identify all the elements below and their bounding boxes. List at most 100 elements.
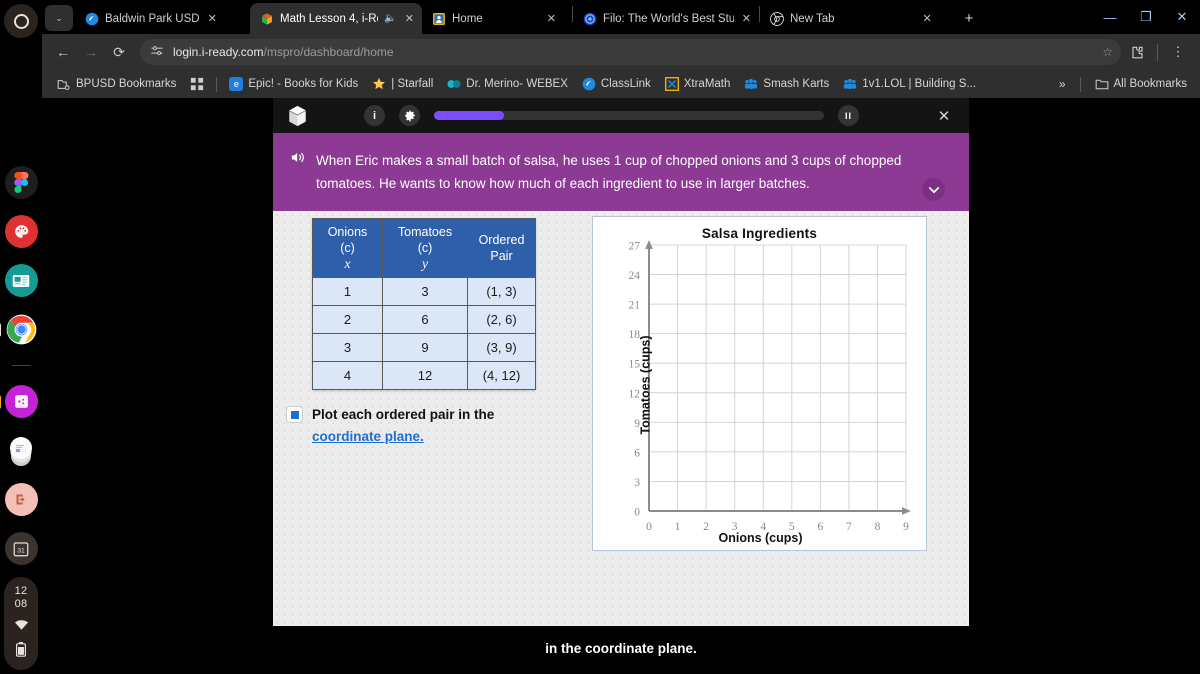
bookmark-smash-karts[interactable]: Smash Karts	[737, 74, 836, 94]
header-variable-x: x	[344, 256, 351, 271]
svg-text:2: 2	[703, 521, 709, 533]
svg-text:12: 12	[629, 388, 641, 400]
svg-text:3: 3	[634, 477, 640, 489]
lesson-toolbar: i II ✕	[273, 98, 969, 133]
tab-close-icon[interactable]: ✕	[404, 13, 414, 25]
shelf-item-art-palette[interactable]	[4, 215, 38, 248]
starfall-icon	[372, 77, 386, 91]
bookmark-star-icon[interactable]: ☆	[1102, 45, 1113, 59]
address-bar[interactable]: login.i-ready.com/mspro/dashboard/home ☆	[140, 39, 1121, 65]
tab-close-icon[interactable]: ✕	[207, 13, 217, 25]
news-icon	[12, 274, 30, 287]
coordinate-plane-link[interactable]: coordinate plane.	[312, 429, 424, 444]
tab-search-button[interactable]: ⌄	[45, 5, 73, 31]
lesson-bottom-bar	[42, 626, 1200, 674]
bookmark-apps-grid[interactable]	[183, 74, 211, 94]
tune-icon[interactable]	[150, 44, 164, 61]
tab-math-lesson-4-iready[interactable]: Math Lesson 4, i-Ready 🔈 ✕	[250, 3, 422, 34]
lesson-info-button[interactable]: i	[364, 105, 385, 126]
lesson-progress-bar[interactable]	[434, 111, 824, 120]
lesson-prompt-banner: When Eric makes a small batch of salsa, …	[273, 133, 969, 211]
bookmark-classlink[interactable]: ClassLink	[575, 74, 658, 94]
tab-close-icon[interactable]: ✕	[546, 13, 556, 25]
game-icon	[14, 395, 28, 408]
lesson-pause-button[interactable]: II	[838, 105, 859, 126]
svg-text:18: 18	[629, 329, 641, 341]
svg-text:0: 0	[646, 521, 652, 533]
bookmark-label: BPUSD Bookmarks	[76, 78, 177, 90]
tab-close-icon[interactable]: ✕	[741, 13, 751, 25]
bookmark-label: 1v1.LOL | Building S...	[862, 78, 977, 90]
bookmark-starfall[interactable]: | Starfall	[365, 74, 440, 94]
shelf-item-calendar[interactable]: 31	[4, 532, 38, 565]
battery-icon	[4, 642, 38, 660]
lesson-close-button[interactable]: ✕	[937, 107, 951, 125]
table-row: 3 9 (3, 9)	[312, 333, 536, 362]
window-close-button[interactable]: ✕	[1176, 9, 1188, 24]
browser-toolbar: ← → ⟳ login.i-ready.com/mspro/dashboard/…	[42, 34, 1200, 70]
tab-divider	[572, 6, 573, 22]
launcher-button[interactable]	[4, 4, 38, 38]
reload-button[interactable]: ⟳	[113, 43, 125, 60]
tab-audio-icon[interactable]: 🔈	[384, 13, 397, 24]
tray-time-hour: 12	[14, 585, 28, 597]
cell-ordered-pair: (1, 3)	[467, 277, 536, 306]
chrome-browser-window: ⌄ Baldwin Park USD ✕ Math Lesson 4, i-Re…	[42, 0, 1200, 674]
window-minimize-button[interactable]: —	[1103, 9, 1117, 25]
new-tab-button[interactable]: +	[964, 9, 974, 27]
chrome-menu-icon[interactable]: ⋮	[1171, 44, 1185, 59]
url-host: login.i-ready.com	[173, 45, 264, 59]
tab-baldwin-park-usd[interactable]: Baldwin Park USD ✕	[75, 3, 250, 34]
bookmark-label: Smash Karts	[763, 78, 830, 90]
extensions-icon[interactable]	[1123, 39, 1151, 65]
table-header-tomatoes: Tomatoes (c) y	[382, 218, 468, 278]
tab-close-icon[interactable]: ✕	[922, 13, 932, 25]
shelf-item-games[interactable]	[0, 385, 38, 418]
bookmarks-overflow-button[interactable]: »	[1058, 77, 1066, 91]
shelf-item-news-reader[interactable]	[4, 264, 38, 297]
cell-ordered-pair: (4, 12)	[467, 361, 536, 390]
svg-text:1: 1	[675, 521, 681, 533]
tab-new-tab[interactable]: New Tab ✕	[760, 3, 950, 34]
shelf-item-google-chrome[interactable]	[0, 313, 38, 346]
speaker-icon[interactable]	[291, 151, 306, 167]
all-bookmarks-label: All Bookmarks	[1113, 78, 1188, 90]
gear-icon[interactable]	[399, 105, 420, 126]
bookmark-xtramath[interactable]: XtraMath	[658, 74, 738, 94]
chart-title: Salsa Ingredients	[701, 226, 818, 241]
forward-button[interactable]: →	[84, 44, 98, 60]
window-maximize-button[interactable]: ❐	[1140, 9, 1152, 24]
instruction-line1: Plot each ordered pair in the	[312, 407, 495, 422]
bookmark-1v1-lol[interactable]: 1v1.LOL | Building S...	[836, 74, 983, 94]
smashkarts-icon	[744, 77, 758, 91]
iready-lesson-frame: i II ✕	[273, 98, 969, 635]
svg-text:15: 15	[629, 359, 641, 371]
tab-filo[interactable]: Filo: The World's Best Study ✕	[573, 3, 759, 34]
header-line1: Tomatoes (c)	[397, 225, 453, 255]
apps-grid-icon	[190, 77, 204, 91]
tab-home[interactable]: Home ✕	[422, 3, 572, 34]
bookmark-label: Dr. Merino- WEBEX	[466, 78, 568, 90]
header-line1: Ordered	[478, 233, 525, 247]
svg-text:21: 21	[629, 300, 641, 312]
chromeos-shelf: 31 12 08	[0, 0, 42, 674]
chevron-down-icon[interactable]	[922, 178, 945, 201]
instruction-text: Plot each ordered pair in the coordinate…	[312, 404, 552, 448]
folder-icon	[1095, 77, 1109, 91]
shelf-item-figma[interactable]	[4, 166, 38, 199]
table-header-row: Onions (c) x Tomatoes (c) y Ordered Pair	[312, 218, 536, 278]
back-button[interactable]: ←	[56, 44, 70, 60]
system-tray[interactable]: 12 08	[4, 577, 38, 670]
webex-icon	[447, 77, 461, 91]
bookmark-dr-merino-webex[interactable]: Dr. Merino- WEBEX	[440, 74, 575, 94]
all-bookmarks-button[interactable]: All Bookmarks	[1088, 74, 1195, 94]
shelf-item-sign-in[interactable]	[4, 483, 38, 516]
bookmark-bpusd-bookmarks[interactable]: BPUSD Bookmarks	[50, 74, 183, 94]
bookmark-epic-books-for-kids[interactable]: e Epic! - Books for Kids	[222, 74, 365, 94]
header-line1: Onions (c)	[327, 225, 368, 255]
shelf-item-documents-stack[interactable]	[5, 434, 38, 467]
cell-tomatoes: 3	[382, 277, 468, 306]
bookmark-label: ClassLink	[600, 78, 651, 90]
